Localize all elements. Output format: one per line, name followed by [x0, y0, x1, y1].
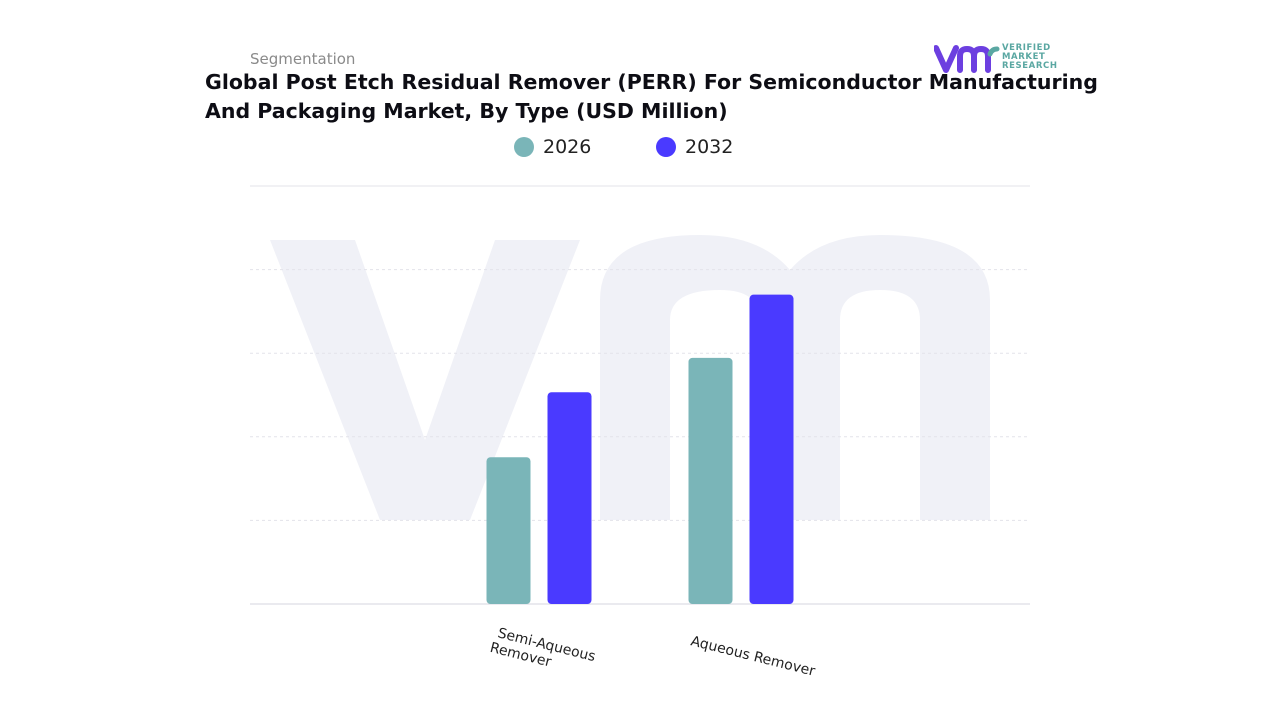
bar-2026-aqueous-remover	[688, 357, 733, 604]
legend-swatch-2026	[514, 137, 534, 157]
x-tick-label-semi-aqueous-remover: Semi-AqueousRemover	[488, 624, 597, 680]
x-tick-label-aqueous-remover: Aqueous Remover	[689, 633, 817, 679]
vmr-logo-wordmark: VERIFIED MARKET RESEARCH	[1002, 44, 1058, 71]
bar-2032-aqueous-remover	[749, 294, 794, 604]
vmr-logo-line-2: MARKET	[1002, 52, 1046, 62]
vmr-logo-line-1: VERIFIED	[1002, 43, 1051, 53]
segmentation-label: Segmentation	[250, 50, 356, 68]
chart-title-line-2: And Packaging Market, By Type (USD Milli…	[205, 99, 728, 123]
chart-title-line-1: Global Post Etch Residual Remover (PERR)…	[205, 70, 1098, 94]
chart-legend: 2026 2032	[0, 136, 1280, 162]
x-axis-labels: Semi-AqueousRemover Aqueous Remover	[488, 624, 817, 680]
bar-2026-semi-aqueous-remover	[486, 457, 531, 604]
vmr-logo-mark-icon	[933, 45, 1000, 73]
legend-label-2026: 2026	[543, 136, 592, 158]
chart-title: Global Post Etch Residual Remover (PERR)…	[205, 68, 1098, 126]
vmr-logo-line-3: RESEARCH	[1002, 61, 1058, 71]
vmr-watermark-icon	[270, 235, 990, 520]
chart-gridlines	[250, 185, 1030, 605]
legend-item-2032: 2032	[656, 136, 733, 158]
legend-item-2026: 2026	[514, 136, 591, 158]
legend-swatch-2032	[656, 137, 676, 157]
chart-bars	[486, 294, 794, 604]
bar-2032-semi-aqueous-remover	[547, 392, 592, 604]
legend-label-2032: 2032	[685, 136, 734, 158]
vmr-logo: VERIFIED MARKET RESEARCH	[933, 44, 1064, 76]
